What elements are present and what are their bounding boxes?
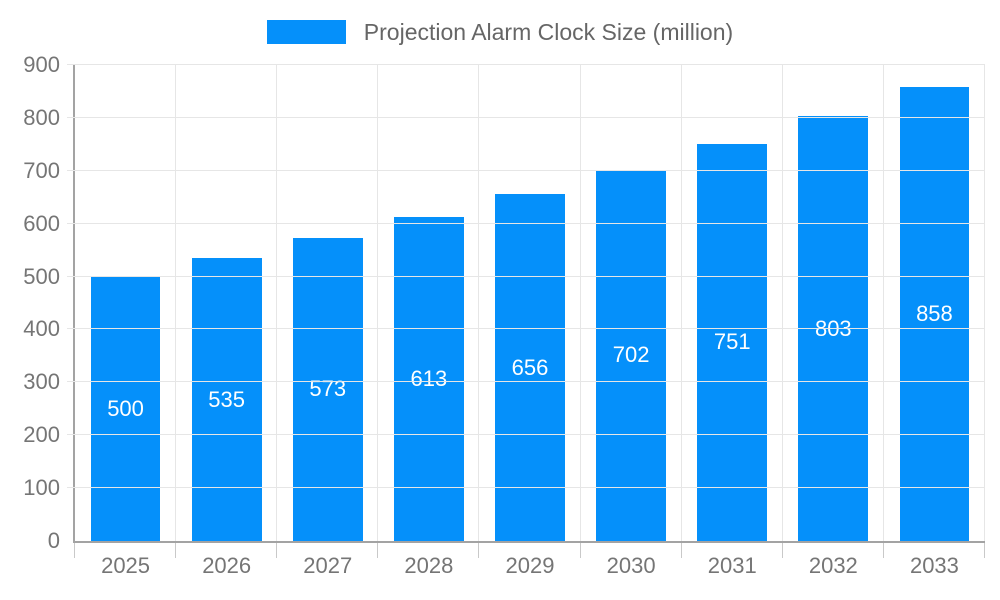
gridline-vertical xyxy=(478,65,480,541)
plot-area: 500 535 573 613 656 702 751 803 858 xyxy=(67,64,985,558)
gridline-horizontal xyxy=(67,222,985,224)
bar-band: 573 xyxy=(277,65,378,541)
x-axis-tick xyxy=(175,543,177,558)
gridline-horizontal xyxy=(67,169,985,171)
x-tick-label: 2027 xyxy=(303,553,353,578)
bar-2029[interactable]: 656 xyxy=(495,194,565,541)
y-tick-label: 200 xyxy=(23,422,60,448)
y-tick-label: 600 xyxy=(23,210,60,236)
x-tick-label: 2026 xyxy=(202,553,252,578)
x-axis-tick xyxy=(579,543,581,558)
bar-band: 500 xyxy=(75,65,176,541)
x-axis-tick xyxy=(478,543,480,558)
x-axis-line xyxy=(73,541,985,543)
x-axis-tick xyxy=(680,543,682,558)
x-axis-tick xyxy=(984,543,985,558)
x-axis-tick xyxy=(74,543,75,558)
bar-value-label: 858 xyxy=(916,301,953,327)
chart-legend: Projection Alarm Clock Size (million) xyxy=(0,14,1000,50)
y-tick-label: 800 xyxy=(23,104,60,130)
x-axis-labels: 2025 2026 2027 2028 2029 2030 2031 2032 2033 xyxy=(75,553,985,583)
bar-2033[interactable]: 858 xyxy=(899,87,970,541)
bar-value-label: 535 xyxy=(208,386,246,412)
bar-value-label: 803 xyxy=(814,315,852,341)
gridline-horizontal xyxy=(67,64,985,65)
gridline-horizontal xyxy=(67,116,985,118)
bars-container: 500 535 573 613 656 702 751 803 858 xyxy=(75,65,985,541)
bar-band: 858 xyxy=(884,65,985,541)
bar-band: 613 xyxy=(378,65,479,541)
gridline-vertical xyxy=(882,65,884,541)
x-axis-tick xyxy=(276,543,278,558)
x-axis-tick xyxy=(377,543,379,558)
x-axis-tick xyxy=(781,543,783,558)
bar-band: 656 xyxy=(479,65,580,541)
x-tick-label: 2031 xyxy=(707,553,757,578)
x-tick-label: 2025 xyxy=(101,553,151,578)
gridline-vertical xyxy=(680,65,682,541)
x-tick-label: 2030 xyxy=(606,553,656,578)
bar-value-label: 656 xyxy=(511,354,549,380)
gridline-vertical xyxy=(781,65,783,541)
bar-band: 535 xyxy=(176,65,277,541)
bar-value-label: 500 xyxy=(107,395,144,421)
gridline-horizontal xyxy=(67,434,985,436)
legend-label[interactable]: Projection Alarm Clock Size (million) xyxy=(363,18,734,45)
gridline-horizontal xyxy=(67,275,985,277)
y-tick-label: 900 xyxy=(23,52,60,77)
bar-2027[interactable]: 573 xyxy=(292,237,363,541)
bar-band: 803 xyxy=(783,65,884,541)
x-tick-label: 2033 xyxy=(909,553,959,578)
gridline-horizontal xyxy=(67,328,985,330)
legend-swatch-icon[interactable] xyxy=(266,20,346,44)
bar-2025[interactable]: 500 xyxy=(90,276,161,541)
bar-2026[interactable]: 535 xyxy=(191,258,262,541)
y-axis-labels: 0 100 200 300 400 500 600 700 800 900 xyxy=(0,52,60,553)
bar-value-label: 751 xyxy=(713,329,751,355)
gridline-vertical xyxy=(579,65,581,541)
gridline-horizontal xyxy=(67,487,985,489)
bar-2031[interactable]: 751 xyxy=(697,143,768,541)
y-tick-label: 400 xyxy=(23,316,60,342)
bar-band: 702 xyxy=(581,65,682,541)
bar-value-label: 573 xyxy=(309,376,347,402)
y-tick-label: 100 xyxy=(23,475,60,501)
bar-value-label: 613 xyxy=(410,365,448,391)
y-tick-label: 300 xyxy=(23,369,60,395)
gridline-vertical xyxy=(377,65,379,541)
gridline-vertical xyxy=(984,65,985,541)
x-tick-label: 2029 xyxy=(505,553,555,578)
gridline-horizontal xyxy=(67,381,985,383)
x-axis-tick xyxy=(882,543,884,558)
y-tick-label: 500 xyxy=(23,263,60,289)
y-tick-label: 0 xyxy=(47,528,60,553)
gridline-vertical xyxy=(175,65,177,541)
gridline-vertical xyxy=(276,65,278,541)
y-tick-label: 700 xyxy=(23,157,60,183)
x-tick-label: 2032 xyxy=(808,553,858,578)
bar-value-label: 702 xyxy=(612,342,650,368)
y-axis-line xyxy=(73,65,75,541)
bar-band: 751 xyxy=(682,65,783,541)
x-tick-label: 2028 xyxy=(404,553,454,578)
bar-2030[interactable]: 702 xyxy=(596,169,666,541)
bar-2028[interactable]: 613 xyxy=(394,216,464,541)
